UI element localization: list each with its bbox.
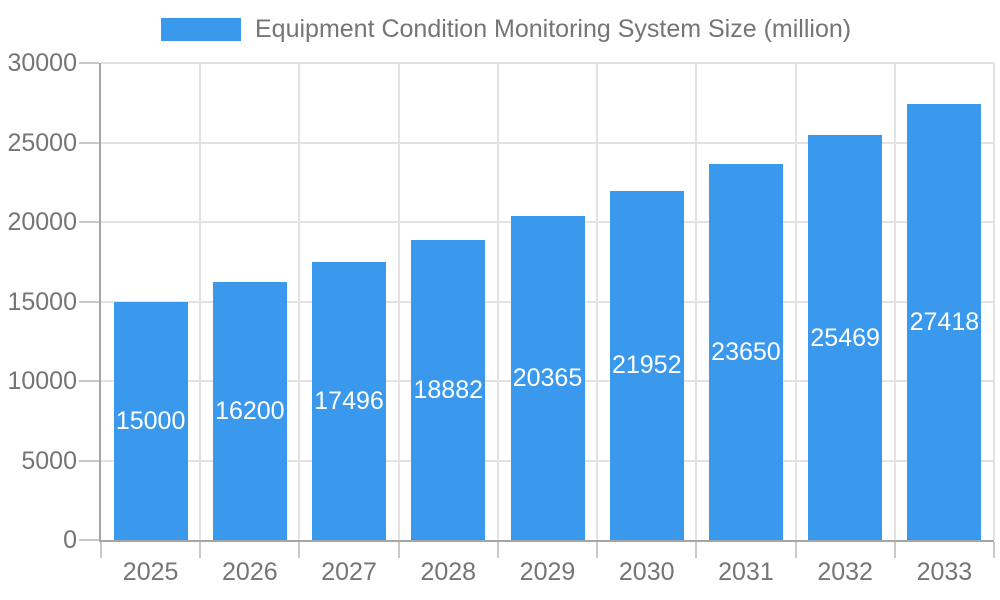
- bar-2025: [113, 301, 188, 540]
- y-tick-label: 30000: [7, 49, 77, 77]
- x-tick-label-2025: 2025: [122, 558, 179, 586]
- y-tick: [79, 539, 99, 541]
- x-gridline: [199, 63, 202, 540]
- x-tick-label-2031: 2031: [718, 558, 774, 586]
- bar-2027: [312, 261, 387, 540]
- x-tick-label-2033: 2033: [916, 558, 973, 586]
- y-tick: [79, 221, 99, 223]
- x-gridline: [397, 63, 400, 540]
- y-axis-line: [99, 63, 101, 542]
- x-tick: [298, 542, 301, 558]
- y-gridline: [101, 62, 994, 64]
- x-tick: [496, 542, 499, 558]
- bar-value-label: 21952: [611, 351, 682, 380]
- x-tick: [993, 542, 995, 558]
- bar-2032: [808, 135, 883, 540]
- y-tick: [79, 300, 99, 303]
- x-gridline: [695, 63, 698, 540]
- y-tick: [79, 380, 99, 382]
- bar-2028: [411, 239, 486, 540]
- y-gridline: [101, 141, 994, 144]
- bar-2030: [609, 190, 684, 540]
- bar-2031: [708, 163, 783, 540]
- x-tick-label-2032: 2032: [817, 558, 873, 586]
- bar-value-label: 27418: [909, 308, 980, 337]
- y-tick: [79, 141, 99, 144]
- x-gridline: [496, 63, 499, 540]
- x-gridline: [794, 63, 797, 540]
- legend-swatch: [161, 18, 241, 41]
- x-tick-label-2028: 2028: [420, 558, 477, 586]
- x-gridline: [993, 63, 995, 540]
- bar-value-label: 16200: [215, 397, 285, 426]
- legend-label: Equipment Condition Monitoring System Si…: [255, 15, 852, 43]
- x-tick-label-2029: 2029: [519, 558, 576, 586]
- y-tick-label: 10000: [7, 367, 77, 395]
- bar-2029: [510, 216, 585, 540]
- y-tick: [79, 459, 99, 462]
- x-tick: [397, 542, 400, 558]
- x-gridline: [298, 63, 301, 540]
- bar-value-label: 23650: [711, 337, 781, 366]
- x-tick: [794, 542, 797, 558]
- x-tick-label-2027: 2027: [321, 558, 377, 586]
- x-tick-label-2026: 2026: [222, 558, 278, 586]
- x-tick: [695, 542, 698, 558]
- bar-value-label: 15000: [115, 406, 186, 435]
- x-tick: [199, 542, 202, 558]
- y-tick-label: 15000: [7, 287, 77, 316]
- bar-value-label: 18882: [413, 375, 484, 404]
- x-tick: [893, 542, 896, 558]
- y-tick: [79, 62, 99, 64]
- y-tick-label: 20000: [7, 208, 77, 236]
- x-gridline: [893, 63, 896, 540]
- x-tick: [100, 542, 102, 558]
- y-tick-label: 25000: [7, 128, 77, 157]
- x-gridline: [596, 63, 599, 540]
- x-axis-line: [99, 540, 994, 542]
- bar-value-label: 17496: [314, 386, 384, 415]
- y-tick-label: 0: [63, 526, 77, 554]
- y-tick-label: 5000: [21, 446, 77, 475]
- bar-value-label: 25469: [810, 323, 880, 352]
- bar-2026: [212, 282, 287, 540]
- bar-2033: [907, 104, 982, 540]
- x-tick-label-2030: 2030: [618, 558, 675, 586]
- x-tick: [596, 542, 599, 558]
- bar-value-label: 20365: [512, 364, 583, 393]
